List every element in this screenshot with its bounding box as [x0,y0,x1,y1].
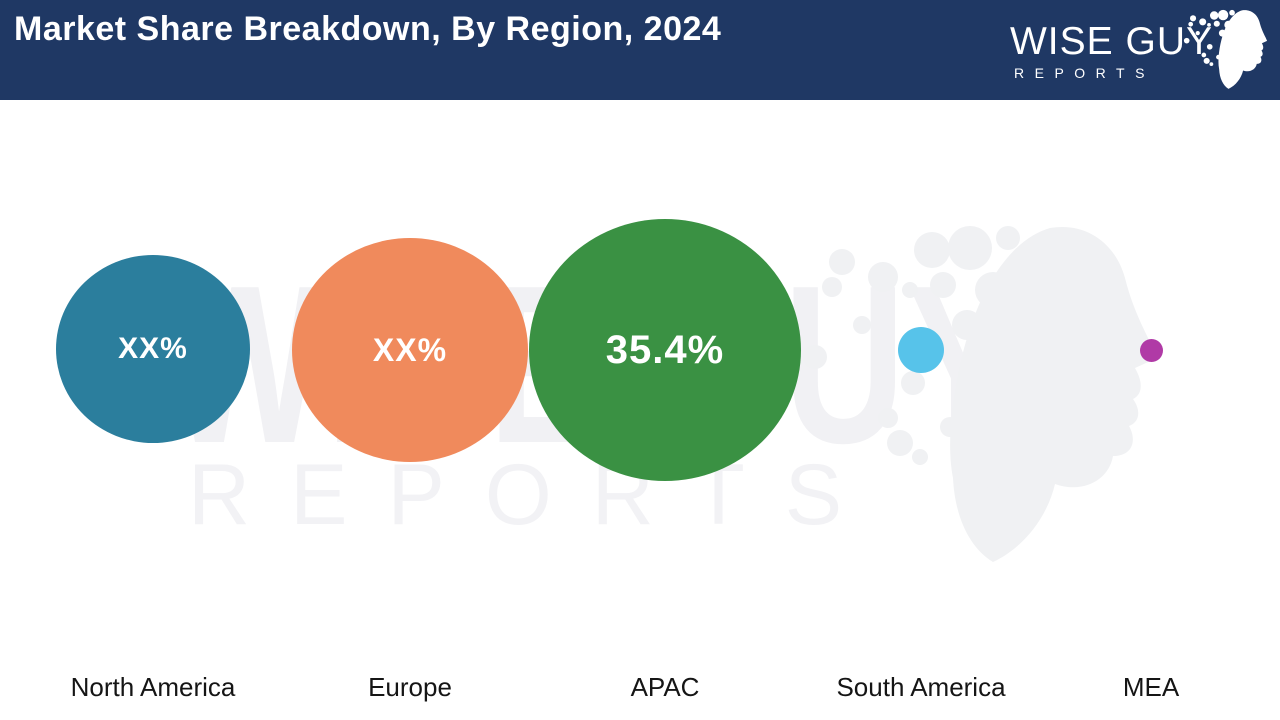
bubble-europe: XX% [292,238,528,462]
bubble-mea [1139,338,1163,362]
header-bar: Market Share Breakdown, By Region, 2024 … [0,0,1280,100]
category-label-europe: Europe [368,672,452,702]
bubble-apac: 35.4% [529,219,801,481]
bubble-north-america: XX% [56,255,250,443]
category-label-apac: APAC [630,672,700,702]
wise-guy-logo-graphic: WISE GUY REPORTS [1010,9,1268,89]
bubble-chart: WISE GUY REPORTS XX% XX% 35.4% North Ame… [0,100,1280,720]
watermark-face-graphic [803,226,1157,562]
logo-wordmark: WISE GUY [1010,20,1213,63]
page-title: Market Share Breakdown, By Region, 2024 [14,10,722,48]
category-label-mea: MEA [1122,672,1180,702]
bubble-value-label: XX% [372,331,448,368]
watermark-subtext: REPORTS [188,447,883,543]
category-label-south-america: South America [836,672,1006,702]
logo-subtext: REPORTS [1014,65,1155,81]
bubble-value-label: XX% [118,332,188,365]
bubble-south-america [898,327,944,373]
category-label-north-america: North America [70,672,236,702]
wise-guy-logo: WISE GUY REPORTS [1010,4,1272,96]
bubble-value-label: 35.4% [605,327,725,372]
